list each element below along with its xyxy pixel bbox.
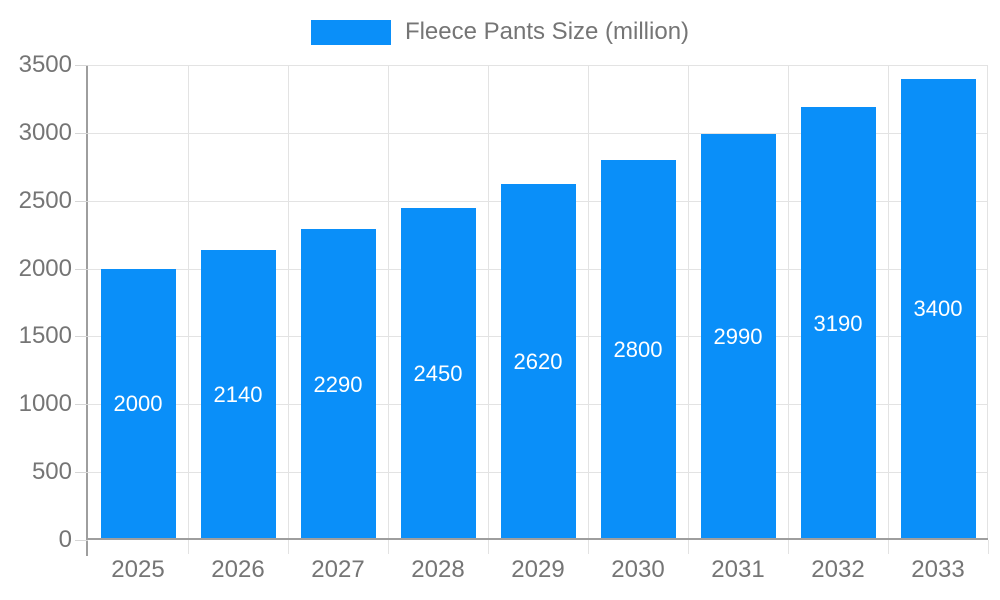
bar-2025[interactable]: 2000 xyxy=(100,268,176,540)
x-tick-mark xyxy=(188,540,189,554)
y-tick-label: 0 xyxy=(58,526,72,553)
bar-value-label: 2620 xyxy=(513,349,563,375)
y-tick-mark xyxy=(75,540,88,541)
x-tick-mark xyxy=(688,540,689,554)
v-gridline xyxy=(588,65,589,540)
y-tick-label: 3500 xyxy=(18,51,72,78)
x-tick-mark xyxy=(988,540,989,554)
h-gridline xyxy=(88,65,988,66)
legend: Fleece Pants Size (million) xyxy=(0,18,1000,46)
x-tick-label: 2026 xyxy=(211,556,265,583)
h-gridline xyxy=(88,132,988,134)
v-gridline xyxy=(288,65,289,540)
bar-2027[interactable]: 2290 xyxy=(300,229,376,540)
x-tick-mark xyxy=(588,540,589,554)
bar-value-label: 2290 xyxy=(313,371,363,397)
legend-swatch-icon xyxy=(310,19,391,45)
bar-value-label: 2800 xyxy=(613,337,663,362)
x-tick-label: 2028 xyxy=(411,556,465,583)
legend-item[interactable]: Fleece Pants Size (million) xyxy=(310,18,690,46)
y-tick-mark xyxy=(75,132,88,134)
y-tick-label: 1500 xyxy=(18,322,72,350)
bar-value-label: 2990 xyxy=(713,324,763,350)
x-tick-mark xyxy=(288,540,289,554)
bar-2031[interactable]: 2990 xyxy=(700,134,776,540)
y-tick-mark xyxy=(75,268,88,270)
v-gridline xyxy=(888,65,889,540)
bar-2028[interactable]: 2450 xyxy=(400,207,476,540)
bar-2032[interactable]: 3190 xyxy=(800,107,876,540)
y-tick-label: 1000 xyxy=(18,390,72,418)
x-tick-label: 2033 xyxy=(911,556,965,583)
x-tick-label: 2027 xyxy=(311,556,365,583)
x-tick-label: 2029 xyxy=(511,556,565,583)
x-tick-mark xyxy=(788,540,789,554)
x-tick-label: 2030 xyxy=(611,556,665,583)
y-axis-line xyxy=(86,65,88,556)
v-gridline xyxy=(488,65,489,540)
v-gridline xyxy=(388,65,389,540)
y-tick-label: 2500 xyxy=(18,186,72,214)
bar-value-label: 2140 xyxy=(213,381,263,407)
bar-value-label: 3400 xyxy=(913,296,963,322)
v-gridline xyxy=(987,65,988,540)
v-gridline xyxy=(788,65,789,540)
x-tick-mark xyxy=(488,540,489,554)
bar-value-label: 3190 xyxy=(813,310,863,336)
y-tick-label: 3000 xyxy=(18,118,72,146)
y-tick-mark xyxy=(75,65,88,66)
x-tick-label: 2032 xyxy=(811,556,865,583)
v-gridline xyxy=(688,65,689,540)
y-tick-mark xyxy=(75,336,88,338)
y-tick-label: 2000 xyxy=(18,254,72,282)
y-tick-label: 500 xyxy=(31,458,72,486)
x-tick-mark xyxy=(888,540,889,554)
y-tick-mark xyxy=(75,472,88,474)
x-tick-label: 2025 xyxy=(111,556,165,583)
bar-value-label: 2000 xyxy=(113,391,163,417)
y-tick-mark xyxy=(75,404,88,406)
x-tick-mark xyxy=(388,540,389,554)
bar-value-label: 2450 xyxy=(413,360,463,386)
bar-2029[interactable]: 2620 xyxy=(500,184,576,540)
plot-area: 2000 2140 2290 2450 2620 2800 2990 3190 3400 xyxy=(88,65,988,540)
x-tick-label: 2031 xyxy=(711,556,765,583)
v-gridline xyxy=(188,65,189,540)
bar-2026[interactable]: 2140 xyxy=(200,249,276,540)
bar-2030[interactable]: 2800 xyxy=(600,160,676,540)
x-axis-line xyxy=(88,538,988,540)
bar-2033[interactable]: 3400 xyxy=(900,78,976,540)
y-tick-mark xyxy=(75,200,88,202)
legend-label: Fleece Pants Size (million) xyxy=(404,18,690,45)
